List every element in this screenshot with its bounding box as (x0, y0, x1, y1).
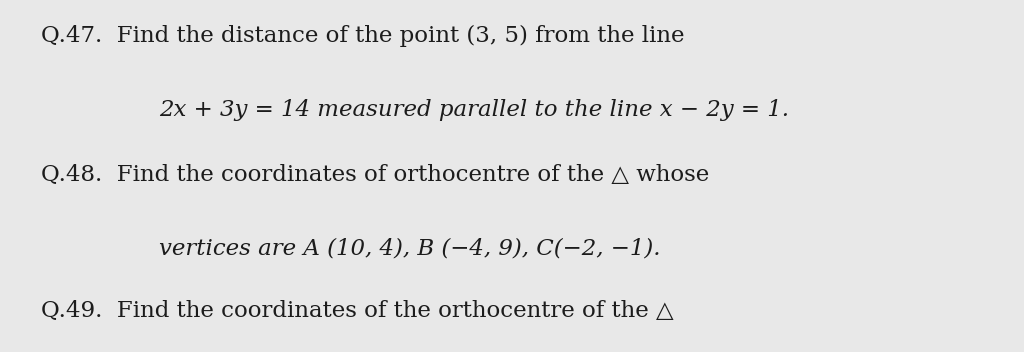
Text: vertices are A (10, 4), B (−4, 9), C(−2, −1).: vertices are A (10, 4), B (−4, 9), C(−2,… (159, 238, 660, 260)
Text: Q.47.  Find the distance of the point (3, 5) from the line: Q.47. Find the distance of the point (3,… (41, 25, 684, 47)
Text: 2x + 3y = 14 measured parallel to the line x − 2y = 1.: 2x + 3y = 14 measured parallel to the li… (159, 99, 788, 120)
Text: Q.48.  Find the coordinates of orthocentre of the △ whose: Q.48. Find the coordinates of orthocentr… (41, 164, 710, 186)
Text: Q.49.  Find the coordinates of the orthocentre of the △: Q.49. Find the coordinates of the orthoc… (41, 300, 674, 322)
